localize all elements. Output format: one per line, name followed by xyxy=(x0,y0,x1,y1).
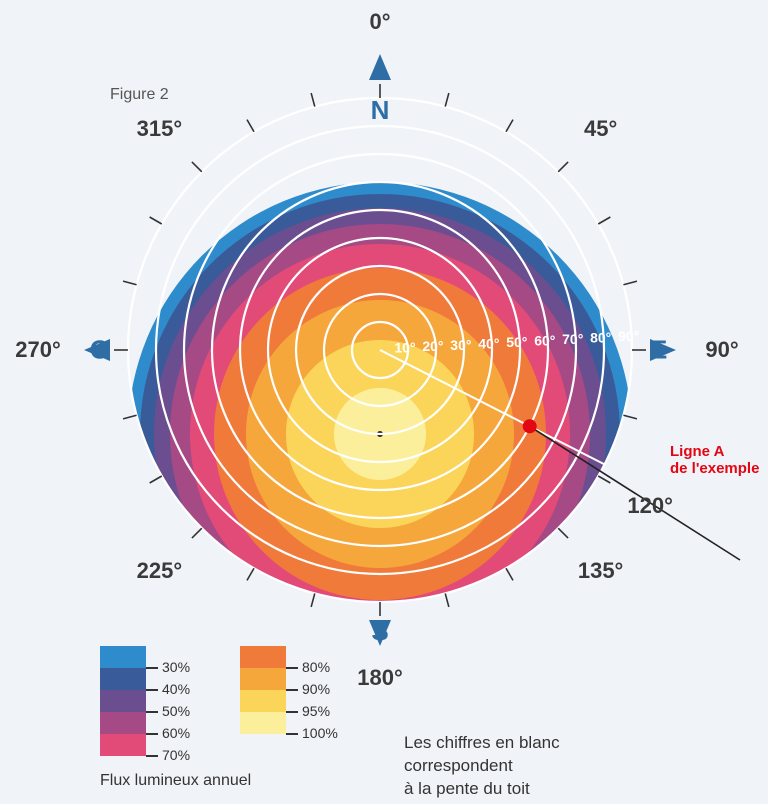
ligne-a-l2: de l'exemple xyxy=(670,461,759,478)
legend-label: 40% xyxy=(162,681,190,697)
cardinal-N: N xyxy=(371,95,390,126)
figure-label: Figure 2 xyxy=(110,86,169,104)
legend-label: 95% xyxy=(302,703,330,719)
cardinal-S: S xyxy=(371,616,388,647)
azimuth-label-225: 225° xyxy=(137,558,183,584)
legend-label: 80% xyxy=(302,659,330,675)
cardinal-O: O xyxy=(90,335,110,366)
azimuth-label-45: 45° xyxy=(584,116,617,142)
azimuth-label-270: 270° xyxy=(15,337,61,363)
ring-label-60: 60° xyxy=(534,332,555,348)
legend-swatch xyxy=(100,668,146,690)
footnote-line: correspondent xyxy=(404,755,560,778)
azimuth-label-0: 0° xyxy=(369,9,390,35)
legend-swatch xyxy=(100,690,146,712)
azimuth-label-315: 315° xyxy=(137,116,183,142)
legend-swatch xyxy=(100,734,146,756)
ligne-a-label: Ligne Ade l'exemple xyxy=(670,444,759,477)
legend-title: Flux lumineux annuel xyxy=(100,772,251,790)
legend-label: 70% xyxy=(162,747,190,763)
arrow-N xyxy=(369,54,391,80)
footnote-line: à la pente du toit xyxy=(404,778,560,801)
ligne-a-l1: Ligne A xyxy=(670,444,759,461)
legend-label: 90% xyxy=(302,681,330,697)
azimuth-label-180: 180° xyxy=(357,665,403,691)
legend-swatch xyxy=(100,646,146,668)
azimuth-label-90: 90° xyxy=(705,337,738,363)
solar-flux-polar-figure: 10° 20° 30° 40° 50° 60° 70° 80° 90° Figure 2 0° 45°… xyxy=(0,0,768,804)
legend-label: 50% xyxy=(162,703,190,719)
legend-swatch xyxy=(240,646,286,668)
azimuth-label-120: 120° xyxy=(627,493,673,519)
azimuth-label-135: 135° xyxy=(578,558,624,584)
example-point xyxy=(523,419,537,433)
footnote-line: Les chiffres en blanc xyxy=(404,732,560,755)
ring-label-70: 70° xyxy=(562,331,583,347)
ring-label-80: 80° xyxy=(590,329,611,345)
legend-swatch xyxy=(240,690,286,712)
legend-swatch xyxy=(240,668,286,690)
ring-label-90: 90° xyxy=(618,328,639,344)
legend-label: 100% xyxy=(302,725,338,741)
legend-swatch xyxy=(100,712,146,734)
legend-swatch xyxy=(240,712,286,734)
footnote: Les chiffres en blanccorrespondentà la p… xyxy=(404,732,560,801)
ring-label-30: 30° xyxy=(450,337,471,353)
ring-label-20: 20° xyxy=(422,338,443,354)
legend-label: 60% xyxy=(162,725,190,741)
cardinal-E: E xyxy=(650,335,667,366)
legend-label: 30% xyxy=(162,659,190,675)
ring-label-10: 10° xyxy=(394,340,415,356)
ring-label-50: 50° xyxy=(506,334,527,350)
ring-label-40: 40° xyxy=(478,335,499,351)
